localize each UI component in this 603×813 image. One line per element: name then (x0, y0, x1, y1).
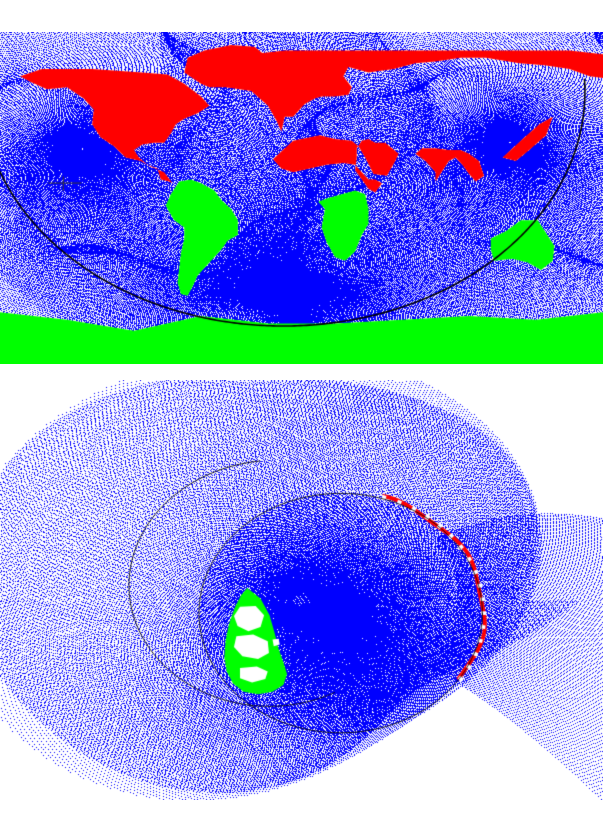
equirectangular-map-canvas (0, 32, 603, 364)
bottom-warped-panel (0, 380, 603, 800)
top-map-panel (0, 32, 603, 364)
warped-projection-canvas (0, 380, 603, 800)
